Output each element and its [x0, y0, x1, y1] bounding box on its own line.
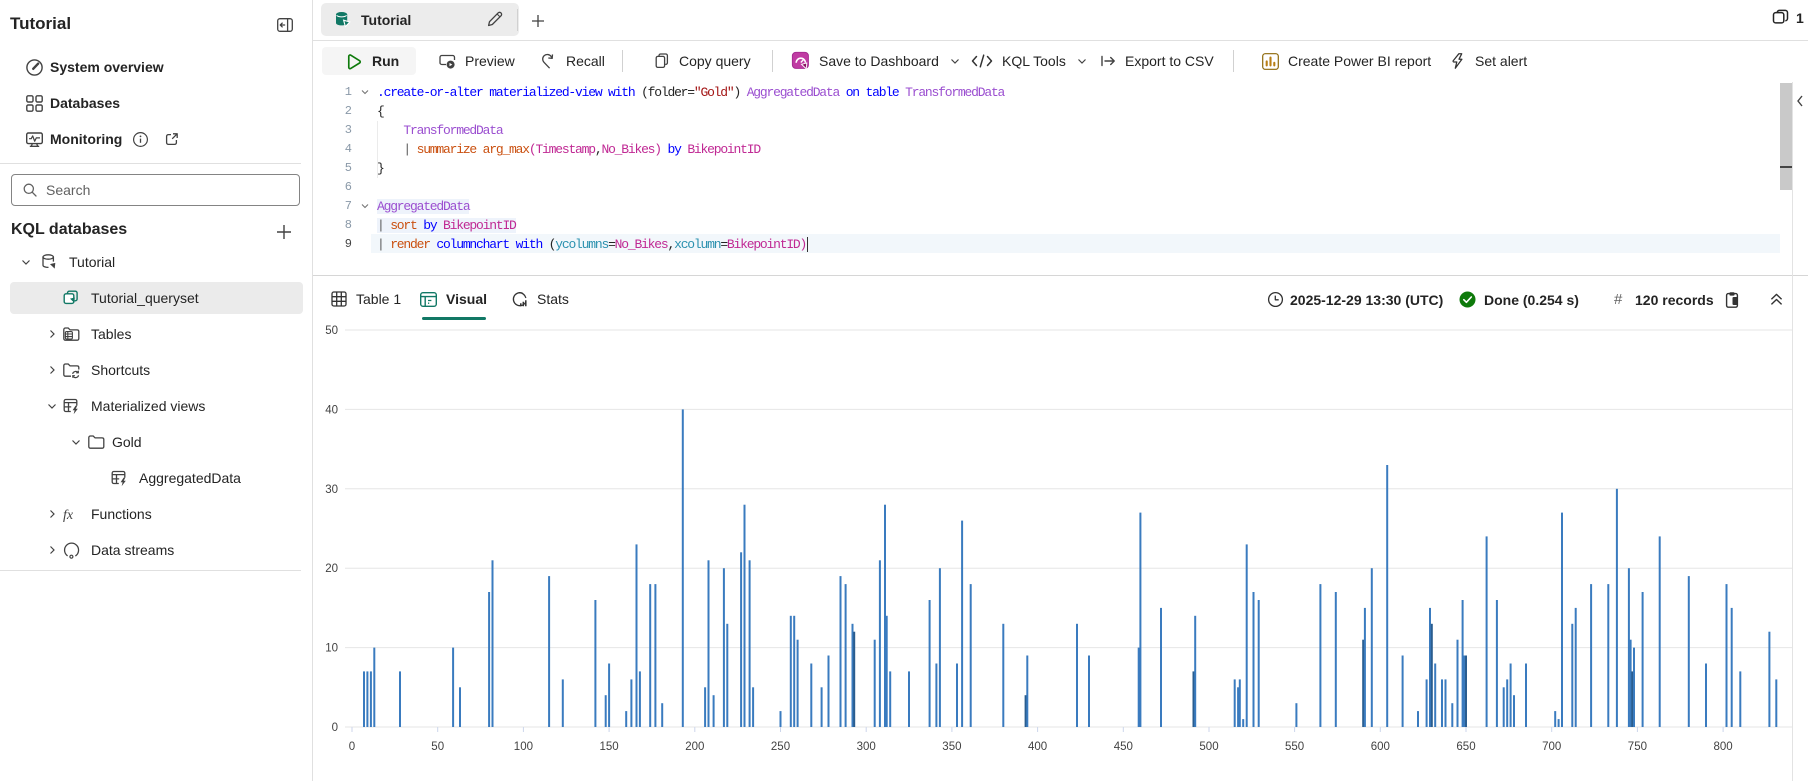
svg-text:150: 150	[600, 741, 619, 753]
svg-text:0: 0	[349, 741, 355, 753]
svg-text:500: 500	[1199, 741, 1218, 753]
svg-text:300: 300	[857, 741, 876, 753]
svg-text:0: 0	[332, 722, 338, 734]
svg-text:50: 50	[431, 741, 444, 753]
svg-text:700: 700	[1542, 741, 1561, 753]
svg-text:250: 250	[771, 741, 790, 753]
svg-text:800: 800	[1714, 741, 1733, 753]
svg-text:40: 40	[325, 404, 338, 416]
svg-text:30: 30	[325, 484, 338, 496]
svg-text:100: 100	[514, 741, 533, 753]
svg-text:650: 650	[1456, 741, 1475, 753]
svg-text:550: 550	[1285, 741, 1304, 753]
svg-text:fx: fx	[63, 508, 74, 523]
svg-text:450: 450	[1114, 741, 1133, 753]
svg-text:200: 200	[685, 741, 704, 753]
svg-text:750: 750	[1628, 741, 1647, 753]
svg-text:20: 20	[325, 563, 338, 575]
svg-text:600: 600	[1371, 741, 1390, 753]
svg-text:10: 10	[325, 643, 338, 655]
svg-text:50: 50	[325, 325, 338, 337]
svg-text:350: 350	[942, 741, 961, 753]
svg-text:400: 400	[1028, 741, 1047, 753]
